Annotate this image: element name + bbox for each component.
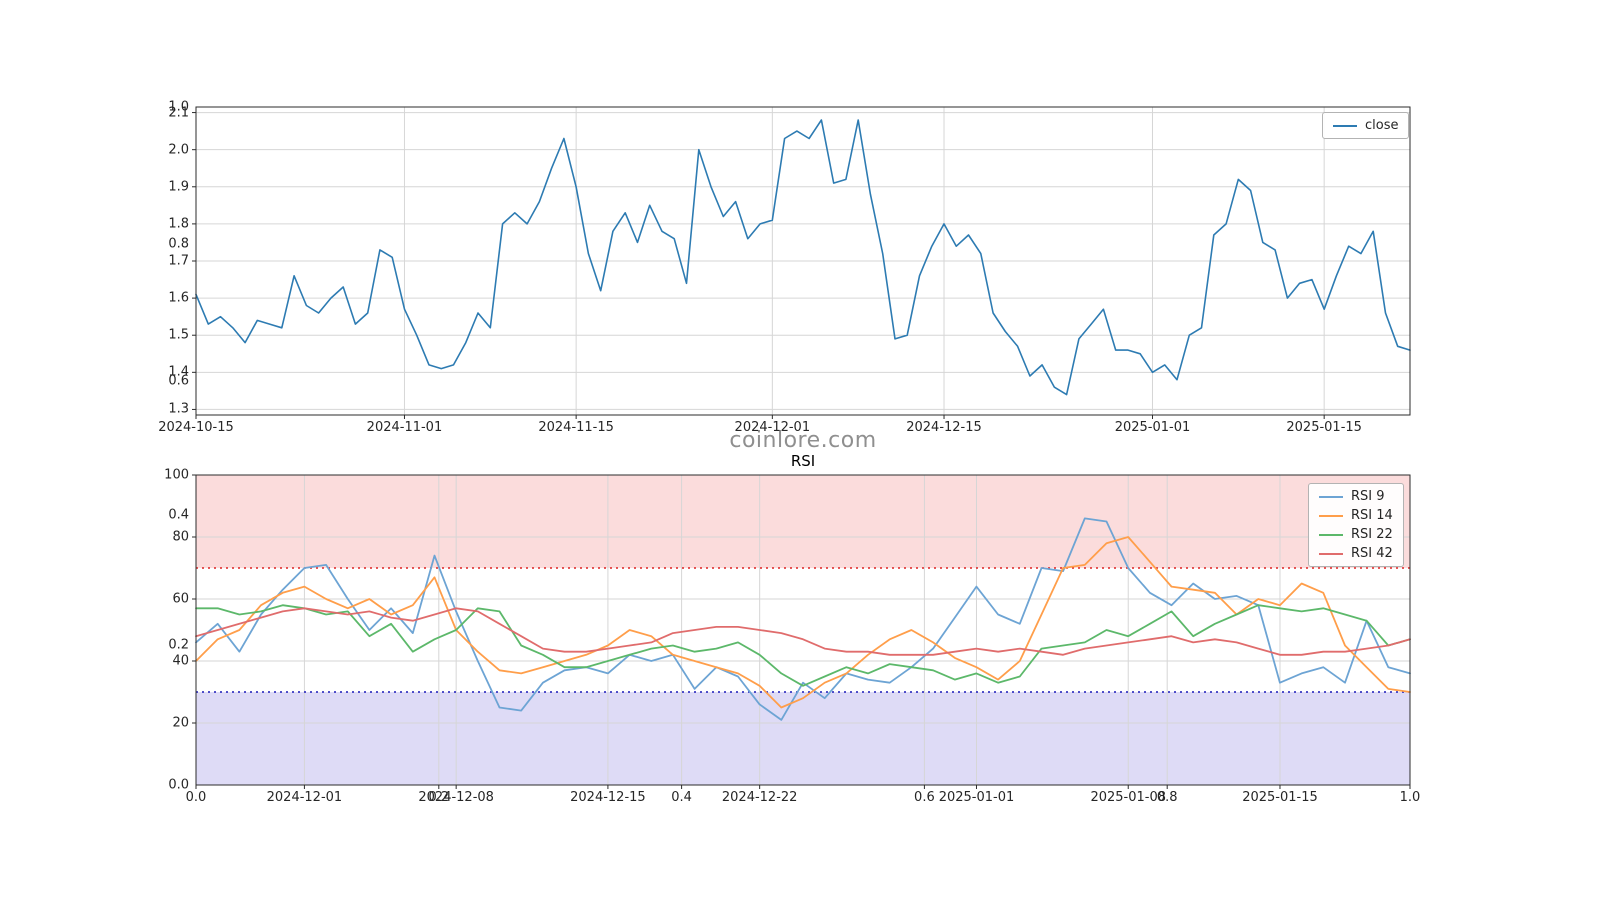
x-tick-label: 2024-12-15	[906, 420, 982, 435]
y-tick-label: 1.4	[168, 364, 189, 380]
legend-entry-rsi-14: RSI 14	[1319, 508, 1393, 523]
legend-entry-close: close	[1333, 118, 1398, 133]
x-tick-label: 0.0	[185, 790, 207, 805]
x-tick-label: 2025-01-08	[1090, 790, 1166, 805]
series-line-rsi-9	[195, 517, 1411, 721]
legend-swatch-icon	[1319, 533, 1343, 536]
y-tick-label-secondary: 0.4	[168, 507, 189, 523]
y-tick-label: 1.6	[168, 290, 189, 306]
y-tick-label: 1.9	[168, 179, 189, 195]
x-tick-label: 2025-01-01	[1114, 420, 1191, 435]
legend-swatch-icon	[1333, 124, 1357, 127]
x-tick-label: 2024-12-22	[721, 790, 798, 805]
legend-label: RSI 14	[1351, 508, 1393, 523]
x-tick-label: 0.6	[914, 790, 935, 805]
series-line-rsi-42	[195, 607, 1411, 656]
rsi-subplot-title: RSI	[790, 452, 816, 470]
y-tick-label: 60	[172, 591, 189, 607]
x-tick-label: 2024-12-08	[418, 790, 494, 805]
legend-swatch-icon	[1319, 552, 1343, 555]
x-tick-label: 2024-10-15	[158, 420, 234, 435]
x-tick-label: 2024-11-01	[366, 420, 443, 435]
y-tick-label: 1.3	[168, 401, 189, 417]
x-tick-label: 0.4	[671, 790, 692, 805]
y-tick-label: 100	[164, 467, 189, 483]
x-tick-label: 2025-01-15	[1286, 420, 1362, 435]
plot-border	[195, 474, 1411, 786]
y-tick-label: 40	[172, 653, 189, 669]
y-tick-label-secondary: 0.8	[168, 236, 189, 252]
y-tick-label: 1.7	[168, 253, 189, 269]
watermark: coinlore.com	[729, 428, 877, 453]
legend-entry-rsi-22: RSI 22	[1319, 527, 1393, 542]
y-tick-label: 20	[172, 715, 189, 731]
legend-label: RSI 9	[1351, 489, 1385, 504]
x-tick-label: 2024-11-15	[538, 420, 614, 435]
series-line-rsi-22	[195, 604, 1411, 687]
y-tick-label-secondary: 0.2	[168, 637, 189, 653]
y-tick-label: 80	[172, 529, 189, 545]
y-tick-label: 1.5	[168, 327, 189, 343]
x-tick-label: 2025-01-15	[1242, 790, 1318, 805]
legend-entry-rsi-9: RSI 9	[1319, 489, 1393, 504]
legend-entry-rsi-42: RSI 42	[1319, 546, 1393, 561]
series-line-close	[195, 119, 1411, 396]
band	[196, 475, 1410, 568]
band	[196, 692, 1410, 785]
x-tick-label: 2025-01-01	[938, 790, 1015, 805]
legend: RSI 9 RSI 14 RSI 22 RSI 42	[1308, 483, 1404, 567]
legend-swatch-icon	[1319, 514, 1343, 517]
x-tick-label: 1.0	[1399, 790, 1421, 805]
y-tick-label: 2.0	[168, 142, 189, 158]
legend: close	[1322, 112, 1410, 139]
legend-swatch-icon	[1319, 495, 1343, 498]
x-tick-label: 2024-12-01	[734, 420, 811, 435]
legend-label: RSI 22	[1351, 527, 1393, 542]
x-tick-label: 0.8	[1156, 790, 1178, 805]
y-tick-label-secondary: 0.6	[168, 373, 189, 389]
y-tick-label: 2.1	[168, 105, 189, 121]
y-tick-label-secondary: 0.0	[168, 777, 189, 793]
series-line-rsi-14	[195, 536, 1411, 709]
x-tick-label: 2024-12-01	[266, 790, 343, 805]
legend-label: RSI 42	[1351, 546, 1393, 561]
y-tick-label: 1.8	[168, 216, 189, 232]
legend-label: close	[1365, 118, 1399, 133]
y-tick-label-secondary: 1.0	[168, 99, 189, 115]
x-tick-label: 2024-12-15	[570, 790, 646, 805]
x-tick-label: 0.2	[428, 790, 450, 805]
